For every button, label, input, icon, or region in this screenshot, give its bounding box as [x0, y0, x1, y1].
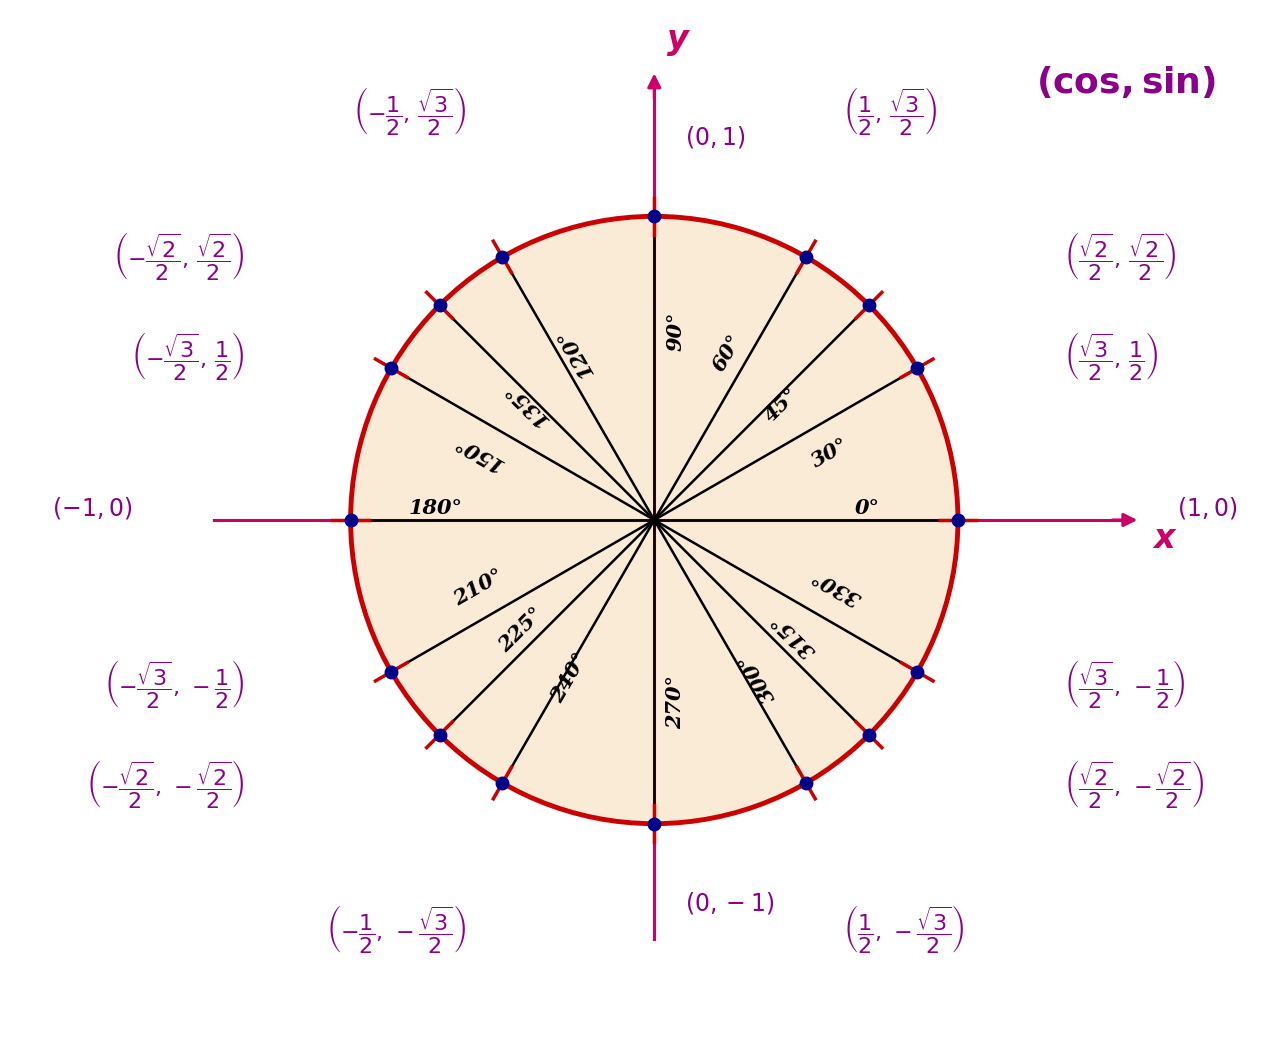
Text: 135°: 135°: [500, 379, 553, 431]
Text: $\left(-\dfrac{\sqrt{3}}{2},\,-\dfrac{1}{2}\right)$: $\left(-\dfrac{\sqrt{3}}{2},\,-\dfrac{1}…: [104, 658, 244, 710]
Text: 150°: 150°: [450, 431, 506, 475]
Circle shape: [351, 216, 957, 824]
Text: 210°: 210°: [450, 565, 506, 609]
Text: 300°: 300°: [735, 650, 779, 706]
Text: 270°: 270°: [666, 675, 686, 729]
Text: $\left(\dfrac{1}{2},\,-\dfrac{\sqrt{3}}{2}\right)$: $\left(\dfrac{1}{2},\,-\dfrac{\sqrt{3}}{…: [842, 903, 965, 955]
Text: 240°: 240°: [547, 650, 591, 706]
Text: $\left(\dfrac{\sqrt{2}}{2},\,\dfrac{\sqrt{2}}{2}\right)$: $\left(\dfrac{\sqrt{2}}{2},\,\dfrac{\sqr…: [1065, 230, 1177, 282]
Text: $\boldsymbol{y}$: $\boldsymbol{y}$: [667, 25, 691, 58]
Text: $\left(-\dfrac{\sqrt{2}}{2},\,\dfrac{\sqrt{2}}{2}\right)$: $\left(-\dfrac{\sqrt{2}}{2},\,\dfrac{\sq…: [112, 230, 244, 282]
Text: 45°: 45°: [760, 384, 803, 425]
Text: $(-1, 0)$: $(-1, 0)$: [52, 495, 131, 521]
Text: 330°: 330°: [808, 565, 865, 609]
Text: $\left(\dfrac{\sqrt{3}}{2},\,\dfrac{1}{2}\right)$: $\left(\dfrac{\sqrt{3}}{2},\,\dfrac{1}{2…: [1065, 330, 1158, 382]
Text: 180°: 180°: [409, 498, 462, 518]
Text: $\left(-\dfrac{1}{2},\,-\dfrac{\sqrt{3}}{2}\right)$: $\left(-\dfrac{1}{2},\,-\dfrac{\sqrt{3}}…: [326, 903, 466, 955]
Text: $\mathbf{(cos,sin)}$: $\mathbf{(cos,sin)}$: [1036, 64, 1216, 101]
Text: $\left(\dfrac{\sqrt{3}}{2},\,-\dfrac{1}{2}\right)$: $\left(\dfrac{\sqrt{3}}{2},\,-\dfrac{1}{…: [1065, 658, 1186, 710]
Text: $(0,-1)$: $(0,-1)$: [685, 890, 774, 916]
Text: $(1, 0)$: $(1, 0)$: [1177, 495, 1236, 521]
Text: $\left(-\dfrac{\sqrt{2}}{2},\,-\dfrac{\sqrt{2}}{2}\right)$: $\left(-\dfrac{\sqrt{2}}{2},\,-\dfrac{\s…: [86, 758, 244, 810]
Text: $(0, 1)$: $(0, 1)$: [685, 124, 745, 150]
Text: $\boldsymbol{x}$: $\boldsymbol{x}$: [1152, 522, 1178, 554]
Text: $\left(-\dfrac{1}{2},\,\dfrac{\sqrt{3}}{2}\right)$: $\left(-\dfrac{1}{2},\,\dfrac{\sqrt{3}}{…: [352, 85, 466, 137]
Text: 225°: 225°: [495, 603, 547, 655]
Text: 315°: 315°: [768, 609, 820, 661]
Text: 30°: 30°: [808, 435, 853, 472]
Text: 60°: 60°: [709, 331, 745, 375]
Text: $\left(\dfrac{\sqrt{2}}{2},\,-\dfrac{\sqrt{2}}{2}\right)$: $\left(\dfrac{\sqrt{2}}{2},\,-\dfrac{\sq…: [1065, 758, 1205, 810]
Text: 0°: 0°: [854, 498, 879, 518]
Text: $\left(\dfrac{1}{2},\,\dfrac{\sqrt{3}}{2}\right)$: $\left(\dfrac{1}{2},\,\dfrac{\sqrt{3}}{2…: [842, 85, 937, 137]
Text: $\left(-\dfrac{\sqrt{3}}{2},\,\dfrac{1}{2}\right)$: $\left(-\dfrac{\sqrt{3}}{2},\,\dfrac{1}{…: [131, 330, 244, 382]
Text: 120°: 120°: [553, 324, 597, 382]
Text: 90°: 90°: [666, 312, 686, 352]
